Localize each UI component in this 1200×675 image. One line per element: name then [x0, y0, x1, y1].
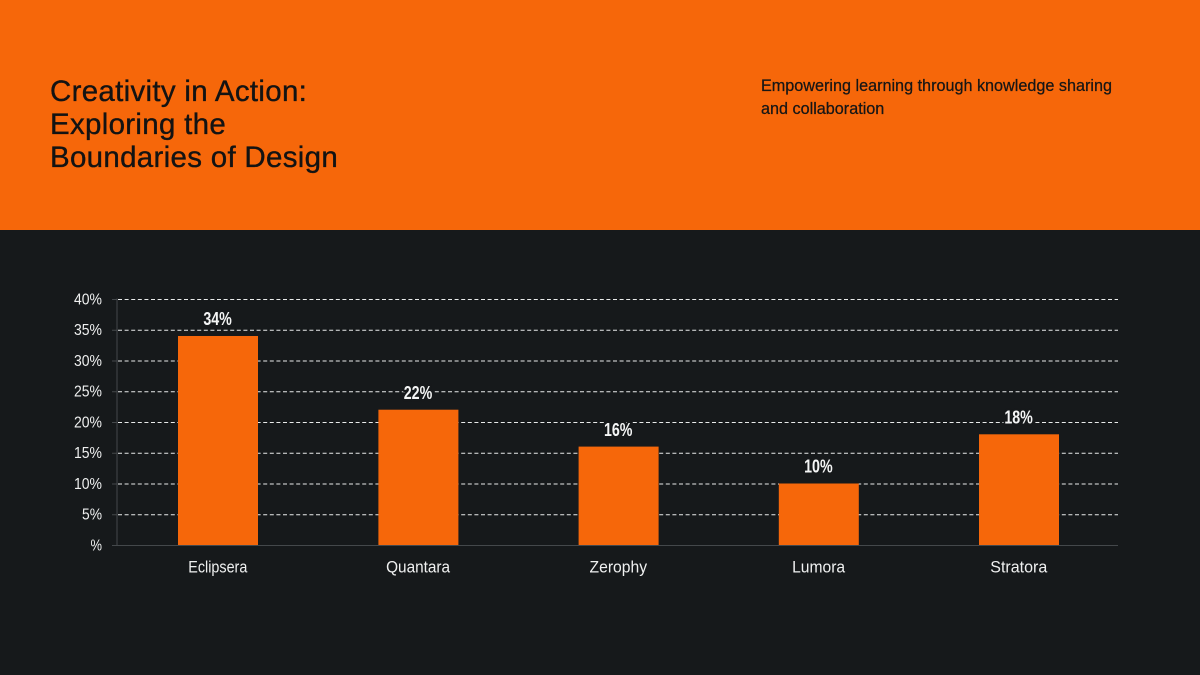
svg-text:%: % [91, 537, 103, 554]
svg-text:16%: 16% [604, 420, 633, 440]
svg-text:Stratora: Stratora [990, 557, 1048, 576]
svg-text:Quantara: Quantara [386, 557, 451, 576]
svg-text:18%: 18% [1004, 408, 1033, 428]
svg-text:Lumora: Lumora [792, 557, 846, 576]
svg-text:15%: 15% [74, 445, 102, 462]
svg-text:10%: 10% [74, 476, 102, 493]
svg-text:30%: 30% [74, 353, 102, 370]
svg-text:34%: 34% [203, 309, 232, 329]
svg-text:35%: 35% [74, 322, 102, 339]
svg-text:40%: 40% [74, 291, 102, 308]
svg-text:Zerophy: Zerophy [590, 557, 648, 576]
svg-text:20%: 20% [74, 414, 102, 431]
svg-text:Eclipsera: Eclipsera [188, 557, 248, 576]
svg-text:25%: 25% [74, 384, 102, 401]
svg-text:10%: 10% [804, 457, 833, 477]
svg-text:5%: 5% [82, 507, 102, 524]
svg-text:22%: 22% [404, 383, 433, 403]
